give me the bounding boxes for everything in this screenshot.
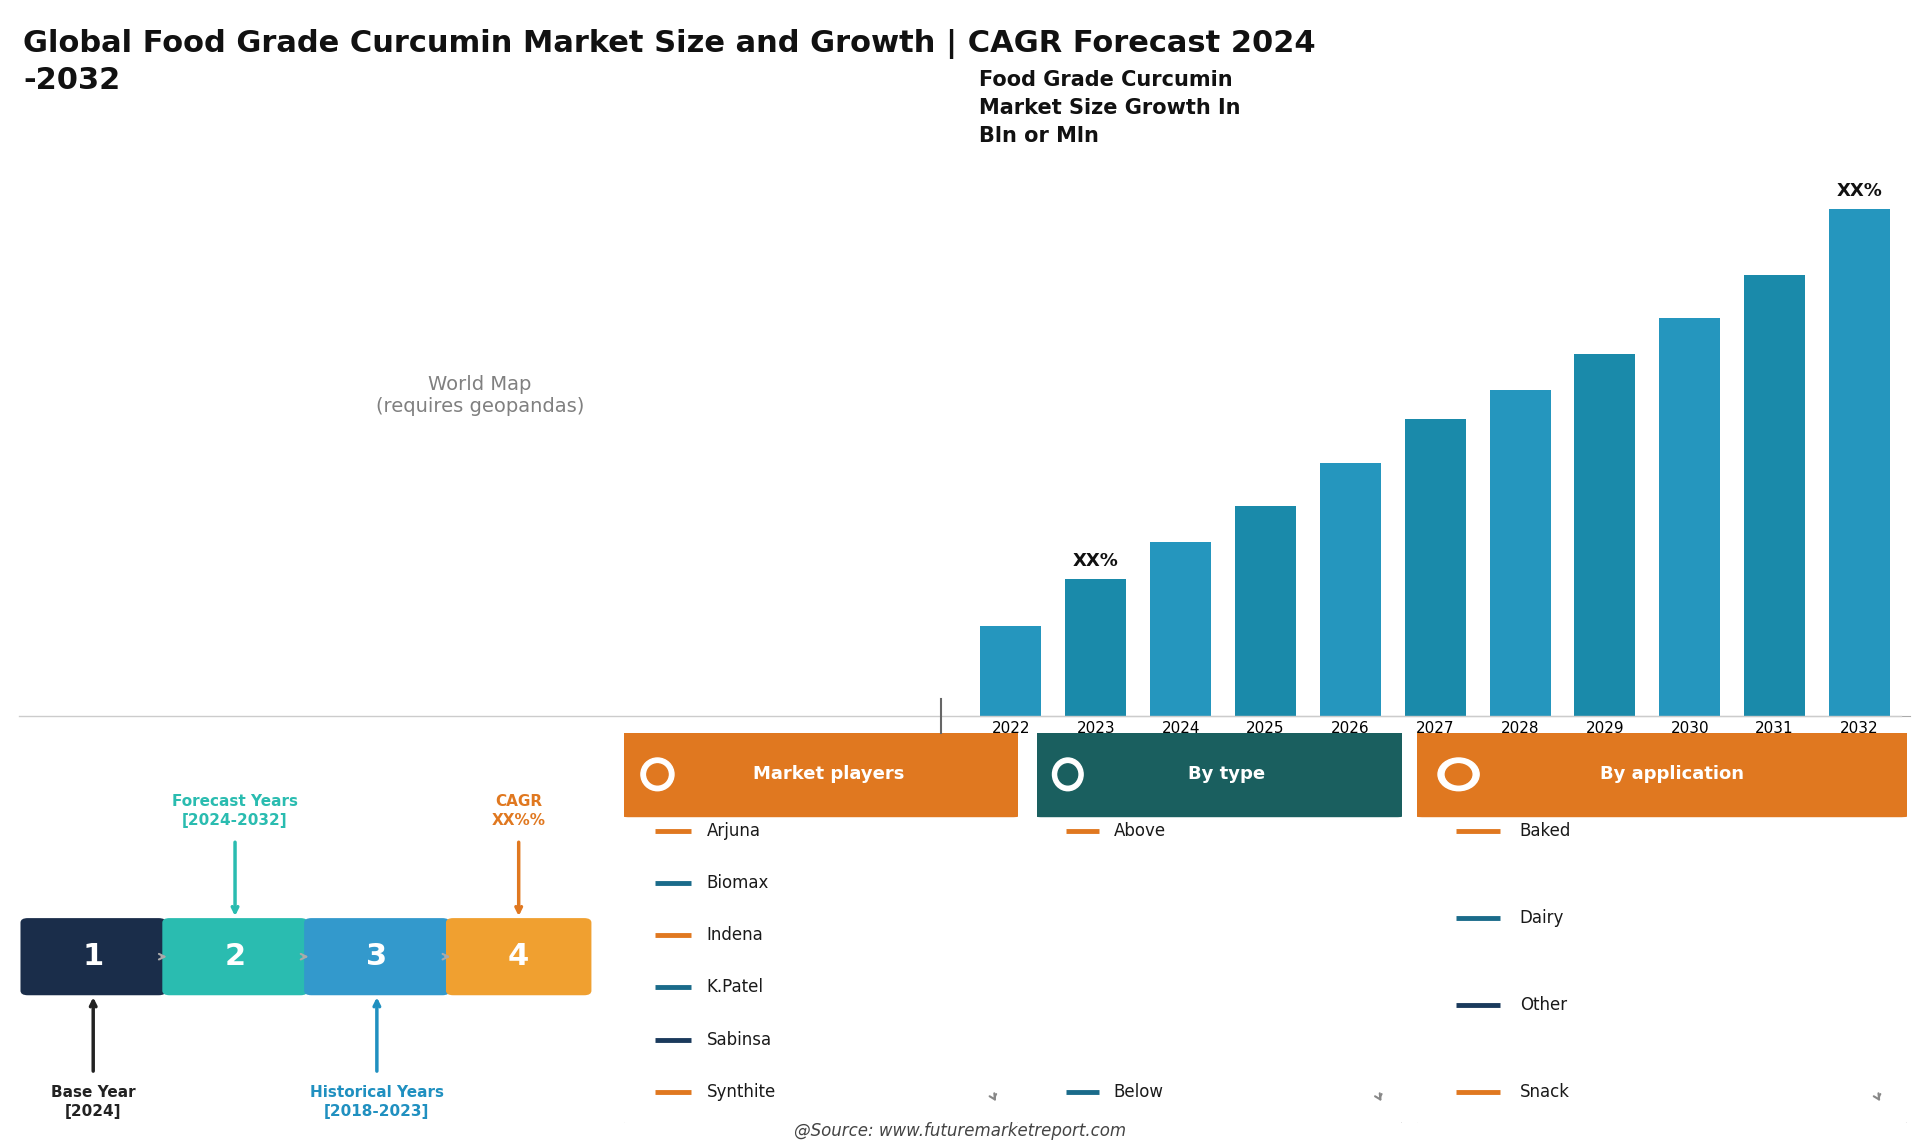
FancyBboxPatch shape	[620, 739, 1021, 1125]
Text: 1: 1	[83, 942, 104, 971]
Bar	[1235, 507, 1296, 716]
Bar	[1150, 542, 1212, 716]
Bar	[1405, 419, 1465, 716]
FancyBboxPatch shape	[1033, 739, 1405, 1125]
Text: XX%: XX%	[1073, 551, 1119, 570]
Text: 4: 4	[509, 942, 530, 971]
Circle shape	[1438, 758, 1478, 791]
FancyBboxPatch shape	[614, 731, 1027, 817]
Text: By type: By type	[1188, 766, 1265, 784]
FancyBboxPatch shape	[303, 918, 449, 995]
Bar	[1066, 579, 1127, 716]
FancyBboxPatch shape	[1405, 731, 1918, 817]
Text: Historical Years
[2018-2023]: Historical Years [2018-2023]	[309, 1085, 444, 1118]
FancyBboxPatch shape	[1411, 739, 1912, 1125]
Text: 2: 2	[225, 942, 246, 971]
Text: Indena: Indena	[707, 926, 764, 944]
Text: Below: Below	[1114, 1083, 1164, 1101]
Circle shape	[1052, 758, 1083, 791]
Text: Snack: Snack	[1521, 1083, 1571, 1101]
Bar	[1659, 317, 1720, 716]
Text: CAGR
XX%%: CAGR XX%%	[492, 794, 545, 829]
Bar	[1743, 275, 1805, 716]
FancyBboxPatch shape	[445, 918, 591, 995]
Text: By application: By application	[1599, 766, 1743, 784]
Text: Sabinsa: Sabinsa	[707, 1030, 772, 1049]
Text: @Source: www.futuremarketreport.com: @Source: www.futuremarketreport.com	[795, 1122, 1125, 1140]
Circle shape	[641, 758, 674, 791]
Circle shape	[1058, 764, 1077, 785]
Circle shape	[1446, 764, 1473, 785]
Text: Forecast Years
[2024-2032]: Forecast Years [2024-2032]	[173, 794, 298, 829]
Text: Arjuna: Arjuna	[707, 822, 760, 840]
Bar	[1830, 210, 1889, 716]
FancyBboxPatch shape	[163, 918, 307, 995]
Text: Biomax: Biomax	[707, 874, 770, 892]
Bar	[1490, 391, 1551, 716]
Text: World Map
(requires geopandas): World Map (requires geopandas)	[376, 375, 584, 416]
Text: Other: Other	[1521, 996, 1567, 1014]
Text: Global Food Grade Curcumin Market Size and Growth | CAGR Forecast 2024
-2032: Global Food Grade Curcumin Market Size a…	[23, 29, 1315, 95]
Bar	[1574, 354, 1636, 716]
Text: 3: 3	[367, 942, 388, 971]
Bar	[981, 626, 1041, 716]
Text: Dairy: Dairy	[1521, 909, 1565, 927]
Text: Food Grade Curcumin
Market Size Growth In
Bln or Mln: Food Grade Curcumin Market Size Growth I…	[979, 70, 1240, 147]
Bar	[1319, 463, 1380, 716]
FancyBboxPatch shape	[21, 918, 165, 995]
Circle shape	[647, 764, 668, 785]
Text: Base Year
[2024]: Base Year [2024]	[52, 1085, 136, 1118]
Text: Above: Above	[1114, 822, 1165, 840]
Text: Baked: Baked	[1521, 822, 1571, 840]
FancyBboxPatch shape	[1027, 731, 1411, 817]
Text: Synthite: Synthite	[707, 1083, 776, 1101]
Text: Market players: Market players	[753, 766, 904, 784]
Text: XX%: XX%	[1837, 182, 1882, 201]
Text: K.Patel: K.Patel	[707, 979, 764, 997]
